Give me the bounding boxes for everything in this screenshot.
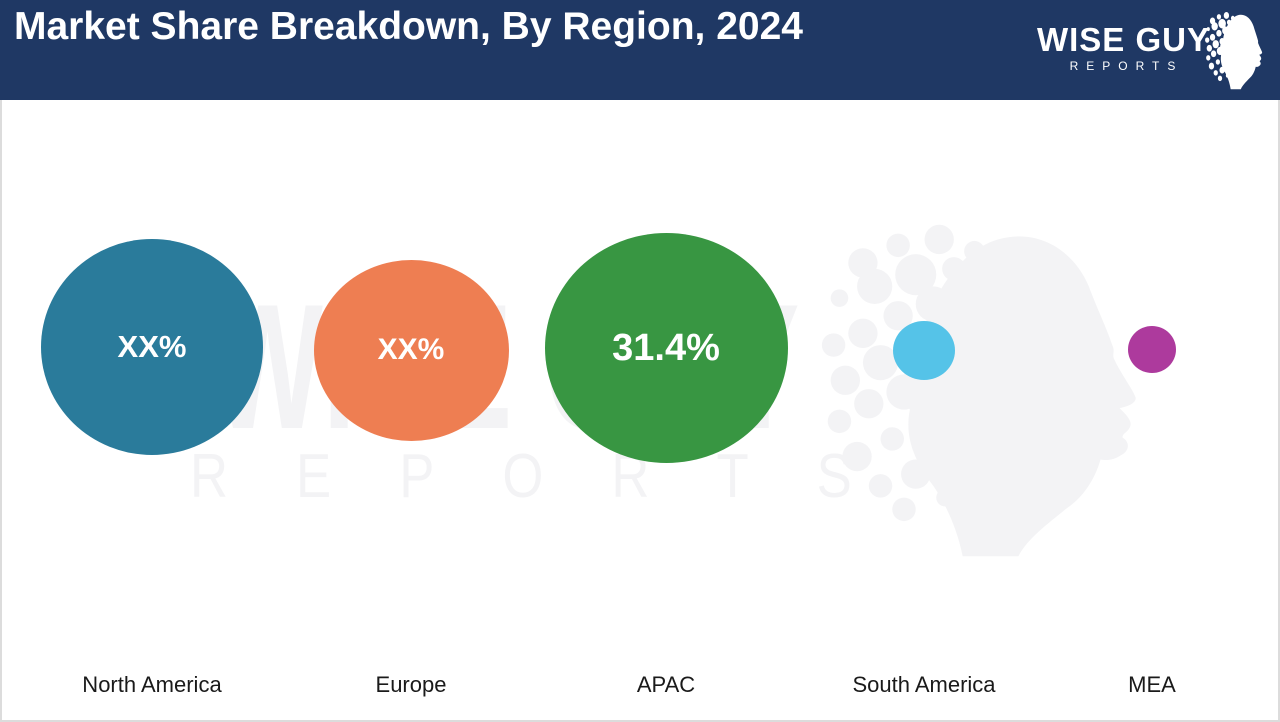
region-label-apac: APAC [636,672,696,697]
bubble-value-label: 31.4% [612,326,720,369]
brand-logo-text: WISE GUY REPORTS [1037,23,1210,73]
bubble-apac: 31.4% [544,233,788,463]
bubble-chart: XX% North America XX% Europe 31.4% APAC South … [0,100,1280,720]
bubble-value-label: XX% [377,333,445,366]
wise-guy-head-icon [1205,12,1263,90]
region-label-north-america: North America [82,672,222,697]
brand-name: WISE GUY [1036,21,1210,58]
bubble-europe: XX% [313,259,509,441]
brand-logo: WISE GUY REPORTS [1037,6,1268,94]
brand-subname: REPORTS [1069,59,1184,73]
region-label-europe: Europe [375,672,447,697]
region-label-south-america: South America [852,672,996,697]
bubble-south-america [893,320,955,380]
bubble-mea [1128,325,1176,373]
bubble-value-label: XX% [117,329,187,364]
watermark-reports-text: REPORTS [190,442,920,511]
header-bar: Market Share Breakdown, By Region, 2024 … [0,0,1280,100]
region-label-mea: MEA [1128,672,1176,697]
page-title: Market Share Breakdown, By Region, 2024 [14,5,803,48]
bubble-north-america: XX% [41,239,263,455]
